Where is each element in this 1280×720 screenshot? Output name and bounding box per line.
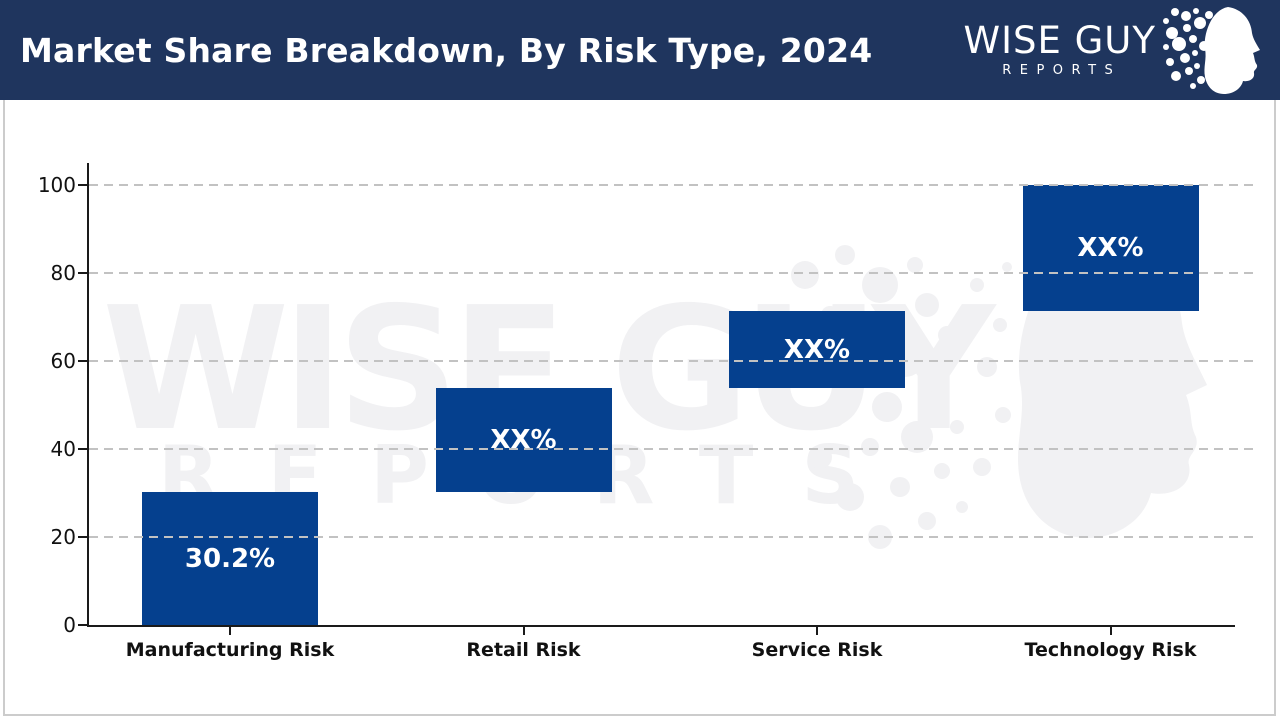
- x-tick-mark: [522, 627, 525, 635]
- wiseguy-face-logo-icon: [1163, 7, 1260, 94]
- page-title: Market Share Breakdown, By Risk Type, 20…: [20, 30, 873, 70]
- y-tick-label: 60: [50, 349, 76, 373]
- grid-line: [89, 184, 1253, 186]
- wiseguy-logo-text: WISE GUY REPORTS: [964, 22, 1156, 78]
- y-tick-mark: [78, 448, 87, 450]
- y-tick-label: 20: [50, 525, 76, 549]
- x-category-label: Retail Risk: [466, 639, 581, 661]
- bar-value-label: XX%: [783, 334, 851, 365]
- wiseguy-logo: WISE GUY REPORTS: [964, 5, 1262, 95]
- y-tick-label: 0: [63, 613, 76, 637]
- x-tick-mark: [816, 627, 818, 635]
- y-tick-mark: [78, 360, 87, 362]
- grid-line: [89, 448, 1253, 450]
- y-tick-mark: [78, 536, 87, 538]
- grid-line: [89, 272, 1253, 274]
- y-tick-label: 100: [37, 173, 76, 197]
- wiseguy-logo-line1: WISE GUY: [963, 19, 1156, 62]
- grid-line: [89, 536, 1253, 538]
- bar-segment: [435, 388, 612, 493]
- y-tick-label: 40: [50, 437, 76, 461]
- x-category-label: Service Risk: [751, 639, 883, 661]
- y-tick-mark: [78, 184, 87, 186]
- bar-value-label: XX%: [490, 425, 557, 456]
- wiseguy-logo-line2: REPORTS: [1002, 63, 1122, 78]
- y-axis-line: [87, 163, 89, 627]
- x-category-label: Manufacturing Risk: [125, 639, 335, 661]
- bar-segment: [729, 310, 905, 389]
- y-tick-label: 80: [50, 261, 76, 285]
- x-axis-line: [87, 625, 1235, 627]
- bar-segment: [1022, 185, 1199, 311]
- bar-value-label: 30.2%: [184, 543, 276, 574]
- y-tick-mark: [78, 624, 87, 626]
- grid-line: [89, 360, 1253, 362]
- header-band: Market Share Breakdown, By Risk Type, 20…: [0, 0, 1280, 100]
- x-tick-mark: [229, 627, 231, 635]
- x-category-label: Technology Risk: [1024, 639, 1197, 661]
- x-tick-mark: [1109, 627, 1112, 635]
- y-tick-mark: [78, 272, 87, 274]
- bar-segment: [142, 492, 318, 625]
- bar-value-label: XX%: [1077, 232, 1144, 263]
